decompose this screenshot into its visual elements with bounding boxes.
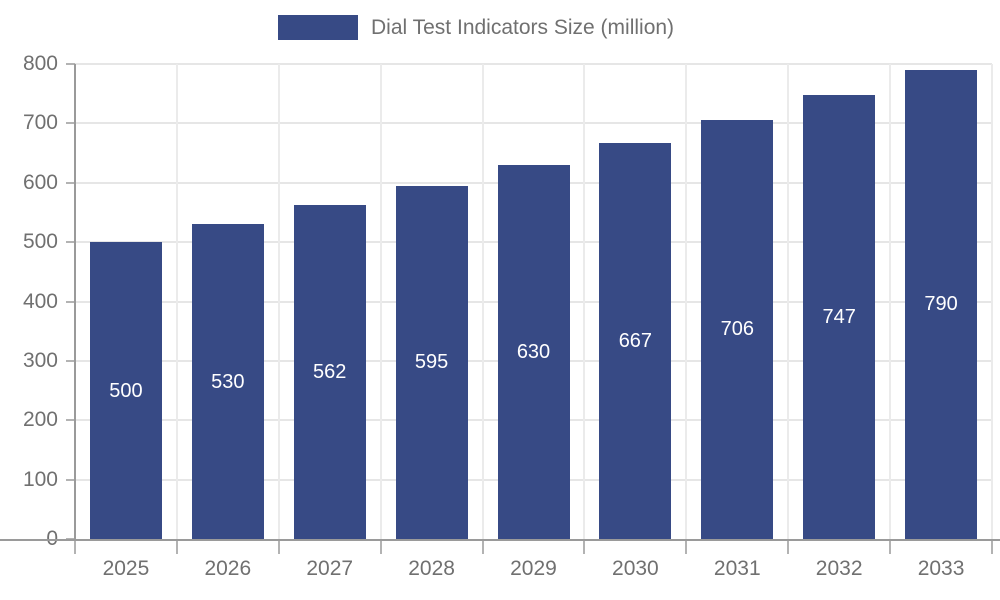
y-tick	[66, 478, 75, 481]
legend-label: Dial Test Indicators Size (million)	[371, 15, 675, 39]
x-tick-label: 2032	[815, 557, 863, 580]
bar-value-label: 500	[109, 379, 143, 402]
bar-2027	[293, 205, 366, 539]
x-tick	[787, 539, 790, 554]
y-tick	[66, 181, 75, 184]
x-gridline	[685, 64, 688, 539]
y-tick	[66, 359, 75, 362]
x-gridline	[583, 64, 586, 539]
y-tick-label: 600	[22, 170, 58, 194]
x-tick	[583, 539, 586, 554]
x-gridline	[379, 64, 382, 539]
y-tick	[66, 419, 75, 422]
x-gridline	[175, 64, 178, 539]
bar-2033	[905, 69, 978, 539]
y-tick	[66, 241, 75, 244]
y-tick-label: 500	[22, 230, 58, 254]
x-gridline	[787, 64, 790, 539]
chart-legend: Dial Test Indicators Size (million)	[278, 15, 674, 40]
bar-2029	[497, 164, 570, 539]
y-tick-label: 700	[22, 111, 58, 135]
y-tick-label: 200	[22, 408, 58, 432]
x-tick	[379, 539, 382, 554]
y-tick	[66, 63, 75, 65]
bar-2030	[599, 142, 672, 539]
x-tick-label: 2028	[408, 557, 455, 580]
bar-2025	[89, 242, 162, 539]
x-tick	[74, 539, 76, 554]
x-tick-label: 2025	[102, 557, 150, 580]
y-tick-label: 0	[3, 528, 58, 550]
bar-value-label: 630	[516, 340, 551, 363]
x-tick-label: 2030	[612, 557, 659, 580]
x-tick	[685, 539, 688, 554]
bar-value-label: 747	[822, 306, 856, 329]
x-gridline	[991, 64, 993, 539]
y-tick-label: 300	[22, 348, 58, 372]
bar-value-label: 530	[211, 370, 245, 393]
x-tick-label: 2027	[306, 557, 354, 580]
x-gridline	[889, 64, 892, 539]
bar-2031	[701, 119, 774, 539]
x-tick-label: 2033	[917, 557, 965, 580]
x-tick-label: 2029	[510, 557, 557, 580]
y-axis-line	[74, 64, 76, 541]
bar-value-label: 562	[313, 361, 347, 384]
x-tick	[889, 539, 892, 554]
x-tick-label: 2031	[713, 557, 761, 580]
bar-2028	[395, 185, 468, 539]
y-tick	[66, 122, 75, 125]
x-gridline	[277, 64, 280, 539]
y-gridline	[75, 63, 992, 65]
x-tick-label: 2026	[204, 557, 252, 580]
bar-value-label: 595	[414, 351, 449, 374]
x-tick	[991, 539, 993, 554]
x-axis-line	[0, 539, 1000, 541]
x-gridline	[481, 64, 484, 539]
x-tick	[175, 539, 178, 554]
x-tick	[277, 539, 280, 554]
x-tick	[481, 539, 484, 554]
y-tick-label: 400	[22, 289, 58, 313]
bar-value-label: 667	[618, 329, 653, 352]
bar-2026	[191, 224, 264, 539]
y-gridline	[75, 122, 992, 125]
bar-value-label: 790	[924, 293, 958, 316]
y-tick-label: 800	[22, 52, 58, 75]
y-tick-label: 100	[22, 467, 58, 491]
legend-swatch	[278, 15, 358, 40]
bar-value-label: 706	[720, 318, 754, 341]
bar-2032	[803, 95, 876, 539]
y-tick	[66, 300, 75, 303]
